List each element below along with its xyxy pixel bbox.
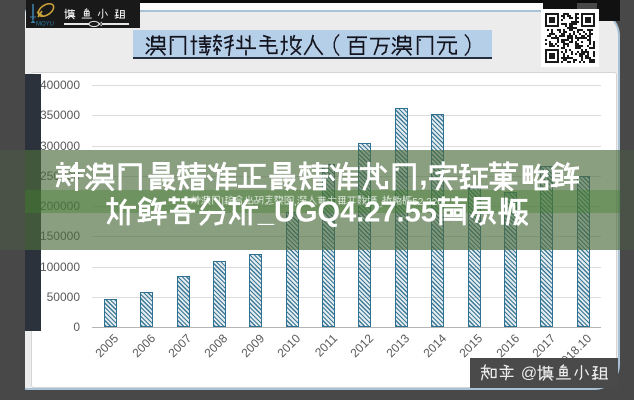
svg-text:MOYU: MOYU [36, 22, 54, 28]
